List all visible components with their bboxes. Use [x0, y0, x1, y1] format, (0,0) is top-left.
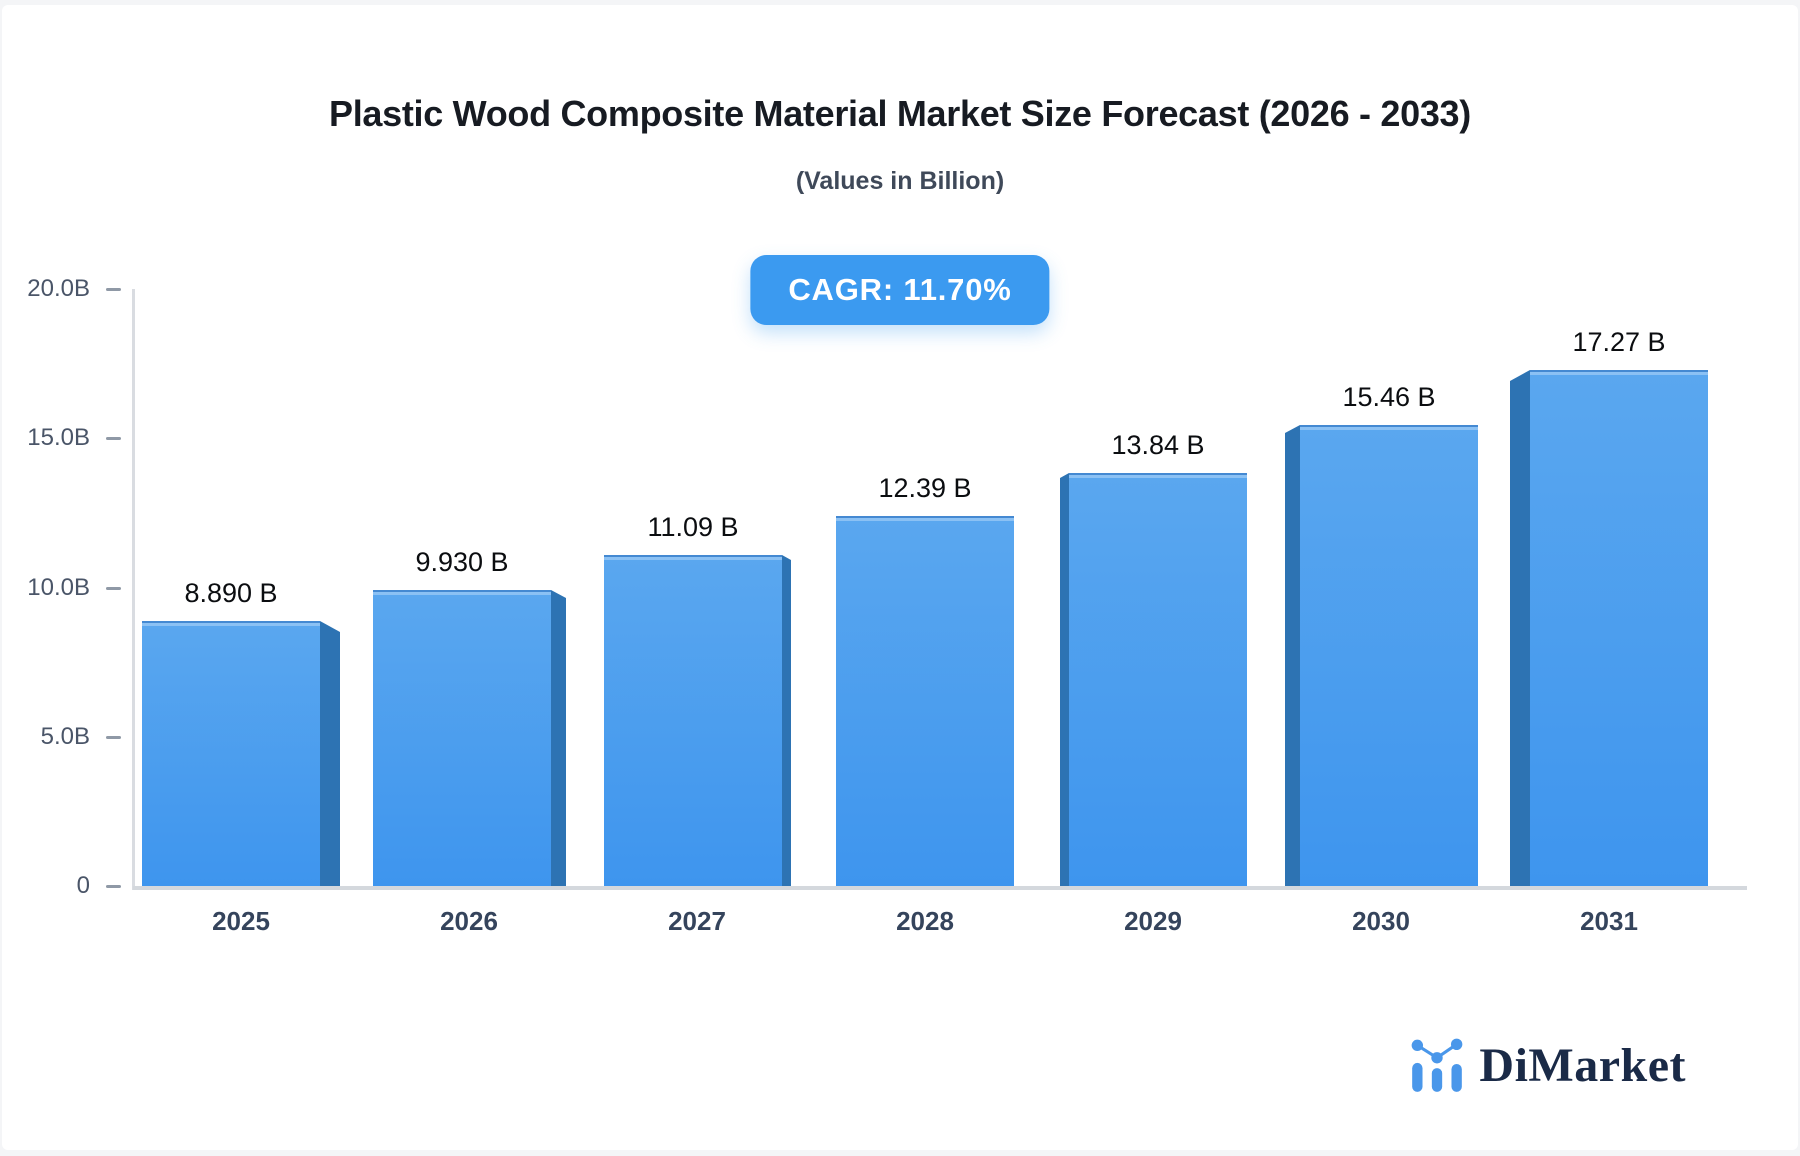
bar-group: 17.27 B [1510, 289, 1708, 886]
bar [1069, 473, 1247, 886]
x-axis-line [133, 886, 1747, 890]
chart-title: Plastic Wood Composite Material Market S… [329, 93, 1471, 134]
y-tick-mark [106, 437, 121, 441]
y-axis: 0 5.0B 10.0B 15.0B 20.0B [2, 275, 133, 899]
bar-value-label: 9.930 B [415, 547, 509, 577]
bar [604, 555, 782, 886]
bar [1300, 425, 1478, 886]
y-tick-label: 10.0B [27, 573, 90, 601]
bar-side-face [1285, 425, 1300, 886]
x-axis: 2025 2026 2027 2028 2029 2030 2031 [133, 906, 1747, 940]
chart-subtitle: (Values in Billion) [795, 167, 1005, 195]
bar-side-face [782, 555, 791, 886]
y-tick-label: 20.0B [27, 275, 90, 302]
bar [142, 621, 320, 886]
bar-side-face [1510, 370, 1530, 886]
bar-value-label: 11.09 B [647, 512, 739, 542]
bar [836, 516, 1014, 886]
bar-group: 12.39 B [836, 289, 1014, 886]
bar-group: 9.930 B [373, 289, 566, 886]
y-tick-mark [106, 586, 121, 590]
bar-chart: 0 5.0B 10.0B 15.0B 20.0B 8.890 B 9.930 B 11.09… [2, 275, 1747, 899]
dimarket-logo: DiMarket [1409, 1035, 1686, 1095]
bar-value-label: 8.890 B [184, 578, 278, 608]
chart-card: Plastic Wood Composite Material Market S… [2, 5, 1798, 1150]
bar [1530, 370, 1708, 886]
x-axis-label: 2029 [1124, 906, 1182, 936]
x-axis-label: 2030 [1352, 906, 1410, 936]
bar-group: 11.09 B [604, 289, 791, 886]
plot-area: 8.890 B 9.930 B 11.09 B 12.39 B 13.84 B 15.46… [133, 289, 1747, 886]
x-axis-label: 2031 [1580, 906, 1638, 936]
bar-value-label: 15.46 B [1342, 382, 1436, 412]
x-axis-label: 2026 [440, 906, 498, 936]
bar-value-label: 17.27 B [1572, 327, 1666, 357]
y-tick-label: 15.0B [27, 424, 90, 452]
bar-group: 13.84 B [1060, 289, 1247, 886]
y-tick-mark [106, 885, 121, 888]
bar-side-face [320, 621, 340, 886]
bar-group: 15.46 B [1285, 289, 1478, 886]
y-tick-label: 0 [76, 872, 90, 899]
x-axis-label: 2028 [896, 906, 954, 936]
y-tick-label: 5.0B [40, 722, 90, 750]
bar [373, 590, 551, 886]
bar-chart-logo-icon [1412, 1038, 1463, 1092]
dimarket-logo-text: DiMarket [1479, 1038, 1686, 1092]
bar-value-label: 12.39 B [878, 473, 972, 503]
x-axis-label: 2025 [212, 906, 270, 936]
bar-value-label: 13.84 B [1111, 430, 1205, 460]
y-tick-mark [106, 288, 121, 291]
x-axis-label: 2027 [668, 906, 726, 936]
bar-group: 8.890 B [142, 289, 340, 886]
y-axis-line [132, 289, 135, 890]
y-tick-mark [106, 735, 121, 739]
cagr-badge: CAGR: 11.70% [750, 255, 1050, 325]
bar-side-face [1060, 473, 1069, 886]
bar-side-face [551, 590, 566, 886]
